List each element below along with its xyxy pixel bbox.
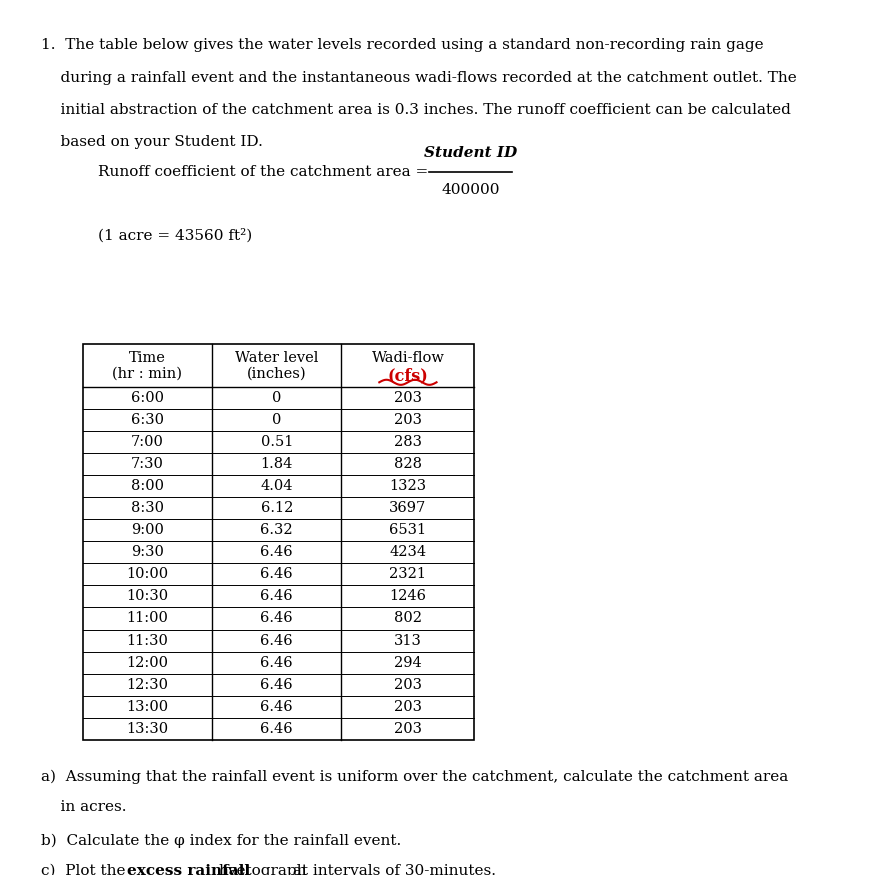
Text: 203: 203	[394, 413, 422, 427]
Text: 294: 294	[394, 655, 422, 669]
Text: 12:00: 12:00	[126, 655, 168, 669]
Text: 10:30: 10:30	[126, 590, 168, 604]
Text: b)  Calculate the φ index for the rainfall event.: b) Calculate the φ index for the rainfal…	[42, 833, 402, 848]
Text: hyetograph: hyetograph	[219, 864, 307, 875]
Text: 6.46: 6.46	[260, 722, 293, 736]
Text: during a rainfall event and the instantaneous wadi-flows recorded at the catchme: during a rainfall event and the instanta…	[42, 71, 797, 85]
Text: 3697: 3697	[389, 501, 427, 515]
Text: 283: 283	[394, 435, 422, 449]
Text: 6.46: 6.46	[260, 634, 293, 648]
Text: 8:00: 8:00	[131, 479, 164, 493]
Text: 6.46: 6.46	[260, 700, 293, 714]
Text: 4.04: 4.04	[260, 479, 293, 493]
Text: 6:00: 6:00	[131, 390, 164, 404]
Text: Runoff coefficient of the catchment area =: Runoff coefficient of the catchment area…	[98, 164, 429, 178]
Text: 802: 802	[394, 612, 422, 626]
Text: 7:00: 7:00	[131, 435, 164, 449]
Text: 1323: 1323	[389, 479, 427, 493]
Text: (1 acre = 43560 ft²): (1 acre = 43560 ft²)	[98, 228, 253, 242]
Text: 0.51: 0.51	[260, 435, 293, 449]
Text: 8:30: 8:30	[131, 501, 164, 515]
Text: 6.46: 6.46	[260, 590, 293, 604]
Text: 6.46: 6.46	[260, 655, 293, 669]
Text: 0: 0	[272, 390, 281, 404]
Text: 13:00: 13:00	[126, 700, 168, 714]
Text: 203: 203	[394, 678, 422, 692]
Text: c)  Plot the: c) Plot the	[42, 864, 131, 875]
Text: 6.46: 6.46	[260, 678, 293, 692]
Text: (inches): (inches)	[246, 367, 307, 381]
Text: 203: 203	[394, 722, 422, 736]
Text: Student ID: Student ID	[424, 146, 517, 160]
Text: Water level: Water level	[235, 351, 319, 365]
Text: (cfs): (cfs)	[388, 367, 429, 384]
Bar	[83, 344, 475, 740]
Text: 6.46: 6.46	[260, 567, 293, 581]
Text: 6531: 6531	[389, 523, 427, 537]
Text: 10:00: 10:00	[126, 567, 168, 581]
Text: 6.32: 6.32	[260, 523, 293, 537]
Text: in acres.: in acres.	[42, 801, 127, 815]
Text: (hr : min): (hr : min)	[112, 367, 182, 381]
Text: 7:30: 7:30	[131, 457, 164, 471]
Text: 1246: 1246	[389, 590, 427, 604]
Text: 313: 313	[394, 634, 422, 648]
Text: initial abstraction of the catchment area is 0.3 inches. The runoff coefficient : initial abstraction of the catchment are…	[42, 102, 791, 116]
Text: 2321: 2321	[389, 567, 427, 581]
Text: 13:30: 13:30	[126, 722, 168, 736]
Text: 11:30: 11:30	[126, 634, 168, 648]
Text: 4234: 4234	[389, 545, 427, 559]
Text: 0: 0	[272, 413, 281, 427]
Text: 1.  The table below gives the water levels recorded using a standard non-recordi: 1. The table below gives the water level…	[42, 38, 764, 52]
Text: 400000: 400000	[442, 183, 500, 197]
Text: Wadi-flow: Wadi-flow	[371, 351, 444, 365]
Text: 6.46: 6.46	[260, 545, 293, 559]
Text: 203: 203	[394, 700, 422, 714]
Text: 1.84: 1.84	[260, 457, 293, 471]
Text: 9:00: 9:00	[131, 523, 164, 537]
Text: 9:30: 9:30	[131, 545, 164, 559]
Text: 6.46: 6.46	[260, 612, 293, 626]
Text: 11:00: 11:00	[126, 612, 168, 626]
Text: 203: 203	[394, 390, 422, 404]
Text: Time: Time	[129, 351, 165, 365]
Text: 6:30: 6:30	[131, 413, 164, 427]
Text: based on your Student ID.: based on your Student ID.	[42, 135, 263, 149]
Text: at intervals of 30-minutes.: at intervals of 30-minutes.	[287, 864, 496, 875]
Text: 828: 828	[394, 457, 422, 471]
Text: 6.12: 6.12	[260, 501, 293, 515]
Text: 12:30: 12:30	[126, 678, 168, 692]
Text: excess rainfall: excess rainfall	[126, 864, 250, 875]
Text: a)  Assuming that the rainfall event is uniform over the catchment, calculate th: a) Assuming that the rainfall event is u…	[42, 770, 788, 784]
